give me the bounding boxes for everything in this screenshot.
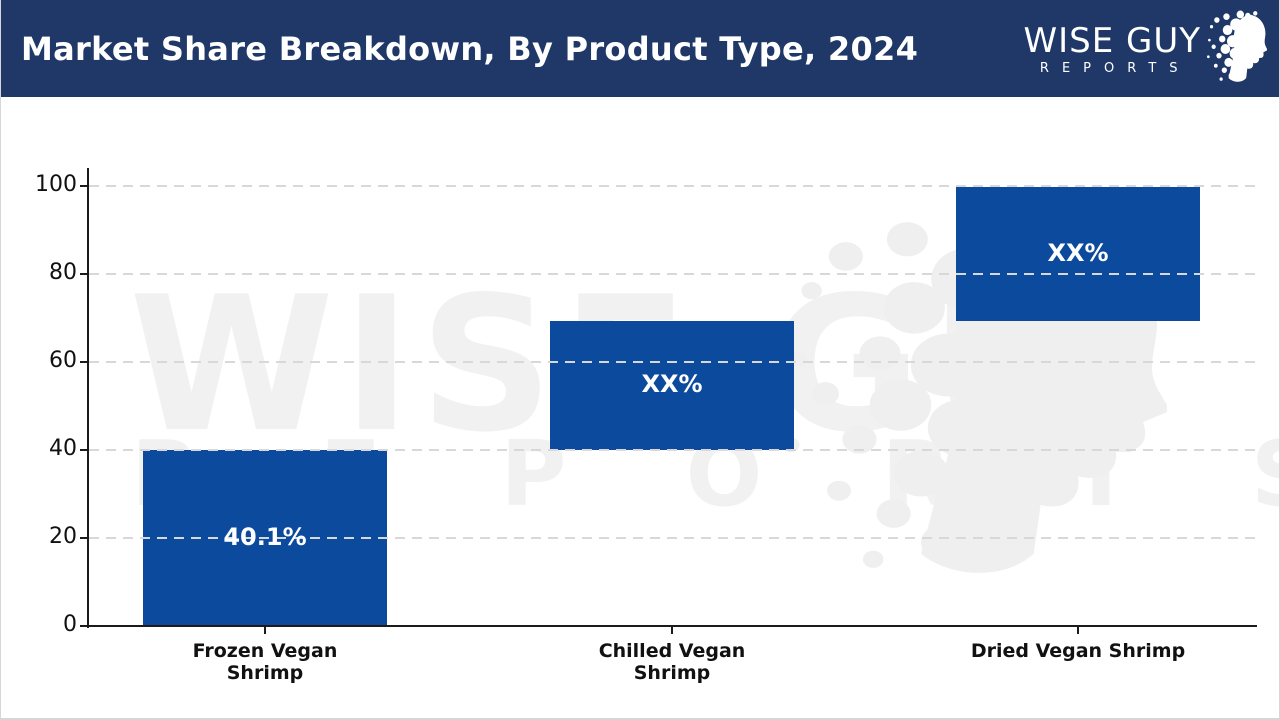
bar-value-label-dried-vegan-shrimp: XX% bbox=[1047, 238, 1109, 267]
category-label-frozen-vegan-shrimp: Frozen Vegan Shrimp bbox=[115, 640, 415, 684]
header-bar: Market Share Breakdown, By Product Type,… bbox=[1, 0, 1279, 97]
y-axis bbox=[87, 168, 89, 628]
gridline-80 bbox=[89, 273, 1257, 275]
category-label-dried-vegan-shrimp: Dried Vegan Shrimp bbox=[928, 640, 1228, 662]
y-tick-label-20: 20 bbox=[49, 524, 77, 549]
chart-title: Market Share Breakdown, By Product Type,… bbox=[21, 29, 919, 68]
x-tick-frozen-vegan-shrimp bbox=[264, 627, 266, 634]
logo-subtitle: REPORTS bbox=[1039, 60, 1191, 76]
category-label-chilled-vegan-shrimp: Chilled Vegan Shrimp bbox=[522, 640, 822, 684]
y-tick-60 bbox=[80, 361, 87, 363]
y-tick-label-80: 80 bbox=[49, 260, 77, 285]
y-tick-label-0: 0 bbox=[63, 612, 77, 637]
gridline-100 bbox=[89, 185, 1257, 187]
category-label-line: Shrimp bbox=[226, 662, 304, 684]
category-label-line: Chilled Vegan bbox=[598, 640, 746, 662]
y-tick-20 bbox=[80, 537, 87, 539]
bar-value-label-chilled-vegan-shrimp: XX% bbox=[641, 370, 703, 399]
x-tick-chilled-vegan-shrimp bbox=[671, 627, 673, 634]
y-tick-80 bbox=[80, 273, 87, 275]
x-tick-dried-vegan-shrimp bbox=[1077, 627, 1079, 634]
y-tick-0 bbox=[80, 625, 87, 627]
logo-text: WISE GUY REPORTS bbox=[1023, 23, 1201, 76]
logo-dotted-face-icon bbox=[1203, 10, 1267, 88]
bar-chilled-vegan-shrimp bbox=[550, 320, 794, 450]
bar-value-label-frozen-vegan-shrimp: 40.1% bbox=[223, 522, 307, 551]
gridline-60 bbox=[89, 361, 1257, 363]
logo-name: WISE GUY bbox=[1023, 20, 1201, 61]
category-label-line: Frozen Vegan bbox=[192, 640, 338, 662]
y-tick-100 bbox=[80, 185, 87, 187]
y-tick-label-40: 40 bbox=[49, 436, 77, 461]
wise-guy-reports-logo: WISE GUY REPORTS bbox=[1023, 6, 1267, 92]
x-axis bbox=[87, 625, 1257, 627]
y-tick-label-60: 60 bbox=[49, 348, 77, 373]
gridline-40 bbox=[89, 449, 1257, 451]
y-tick-label-100: 100 bbox=[35, 172, 77, 197]
gridline-20 bbox=[89, 537, 1257, 539]
y-tick-40 bbox=[80, 449, 87, 451]
category-label-line: Dried Vegan Shrimp bbox=[970, 640, 1186, 662]
category-label-line: Shrimp bbox=[633, 662, 711, 684]
